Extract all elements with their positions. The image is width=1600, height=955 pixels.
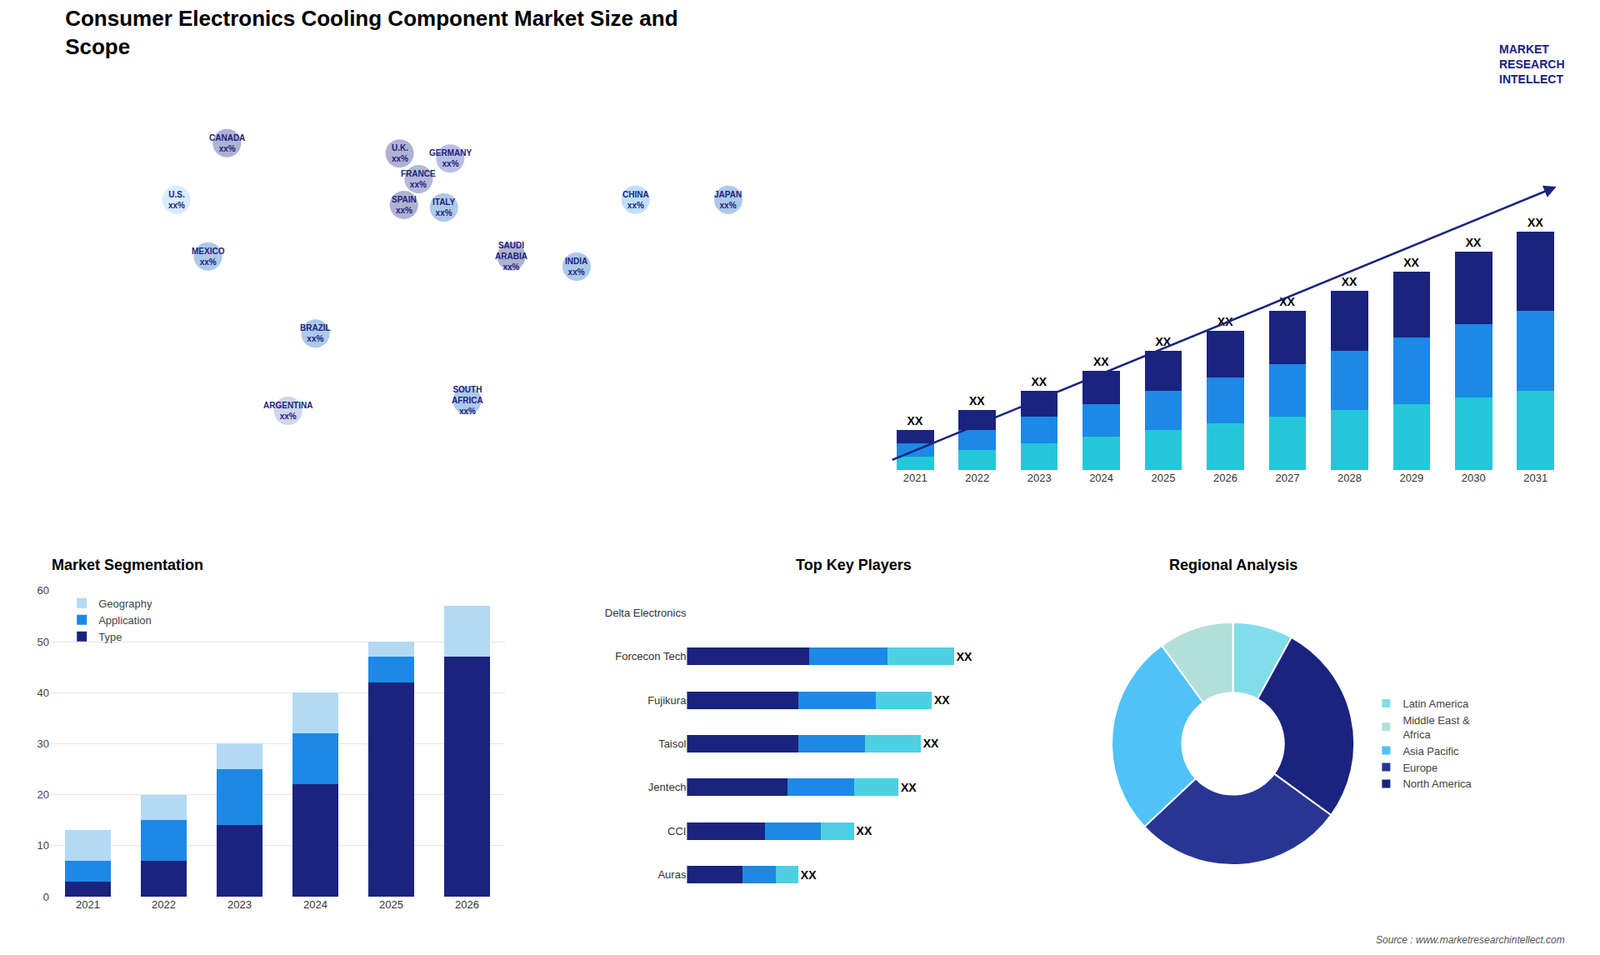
svg-text:Top Key Players: Top Key Players (795, 556, 912, 574)
svg-text:Asia Pacific: Asia Pacific (1402, 745, 1460, 758)
svg-text:CCI: CCI (667, 825, 686, 838)
svg-text:SOUTHAFRICAxx%: SOUTHAFRICAxx% (451, 385, 484, 416)
svg-text:MEXICOxx%: MEXICOxx% (191, 246, 225, 267)
svg-text:XX: XX (956, 650, 973, 664)
svg-text:Regional Analysis: Regional Analysis (1169, 556, 1298, 574)
svg-text:XX: XX (1030, 375, 1047, 389)
svg-text:2026: 2026 (455, 898, 480, 911)
svg-text:2022: 2022 (151, 898, 176, 911)
svg-text:INDIAxx%: INDIAxx% (565, 256, 588, 277)
svg-text:Consumer Electronics Cooling C: Consumer Electronics Cooling Component M… (65, 5, 678, 60)
svg-text:XX: XX (1155, 335, 1171, 349)
svg-text:Fujikura: Fujikura (647, 694, 687, 707)
svg-text:2026: 2026 (1213, 471, 1238, 485)
svg-text:2021: 2021 (75, 898, 100, 911)
svg-text:BRAZILxx%: BRAZILxx% (300, 323, 331, 344)
svg-text:JAPANxx%: JAPANxx% (714, 190, 742, 210)
svg-text:Type: Type (98, 630, 122, 644)
svg-text:XX: XX (923, 736, 940, 750)
svg-text:Geography: Geography (98, 597, 153, 610)
svg-text:2024: 2024 (1089, 471, 1114, 485)
svg-text:Forcecon Tech: Forcecon Tech (615, 650, 686, 663)
svg-text:XX: XX (900, 780, 917, 795)
svg-text:Latin America: Latin America (1402, 697, 1470, 710)
svg-text:SPAINxx%: SPAINxx% (391, 195, 417, 215)
svg-text:XX: XX (934, 693, 950, 707)
svg-text:FRANCExx%: FRANCExx% (400, 169, 436, 190)
svg-text:SAUDIARABIAxx%: SAUDIARABIAxx% (495, 240, 528, 272)
svg-text:CHINAxx%: CHINAxx% (622, 190, 650, 210)
svg-text:XX: XX (1527, 215, 1544, 230)
svg-text:XX: XX (1279, 295, 1295, 309)
svg-text:2021: 2021 (903, 471, 928, 485)
svg-text:2029: 2029 (1399, 471, 1424, 485)
svg-text:2030: 2030 (1461, 471, 1486, 485)
svg-text:XX: XX (1093, 355, 1110, 369)
svg-text:0: 0 (43, 890, 50, 904)
svg-text:2028: 2028 (1337, 471, 1362, 485)
svg-text:30: 30 (37, 737, 50, 750)
svg-text:XX: XX (1465, 235, 1482, 250)
svg-text:CANADAxx%: CANADAxx% (209, 133, 245, 154)
svg-text:XX: XX (800, 868, 817, 882)
svg-text:Auras: Auras (657, 868, 686, 881)
svg-text:XX: XX (1341, 275, 1358, 289)
svg-text:Taisol: Taisol (658, 737, 686, 750)
svg-text:North America: North America (1402, 777, 1472, 790)
svg-text:XX: XX (856, 824, 873, 838)
svg-text:2023: 2023 (227, 898, 252, 911)
svg-text:Source : www.marketresearchint: Source : www.marketresearchintellect.com (1375, 934, 1565, 946)
svg-text:ARGENTINAxx%: ARGENTINAxx% (263, 400, 313, 421)
svg-text:GERMANYxx%: GERMANYxx% (429, 148, 472, 169)
svg-text:2023: 2023 (1027, 471, 1052, 485)
svg-text:2025: 2025 (379, 898, 404, 911)
svg-text:XX: XX (1403, 255, 1420, 270)
svg-text:MARKETRESEARCHINTELLECT: MARKETRESEARCHINTELLECT (1499, 42, 1565, 86)
svg-text:Europe: Europe (1402, 761, 1438, 775)
svg-text:60: 60 (37, 584, 50, 597)
svg-text:2024: 2024 (303, 898, 328, 911)
svg-text:20: 20 (37, 788, 50, 801)
svg-text:Jentech: Jentech (648, 780, 687, 794)
svg-text:Delta Electronics: Delta Electronics (605, 606, 687, 620)
svg-text:Middle East &Africa: Middle East &Africa (1402, 714, 1470, 741)
svg-text:Market Segmentation: Market Segmentation (51, 556, 204, 574)
svg-text:10: 10 (37, 839, 50, 852)
svg-text:2027: 2027 (1275, 471, 1300, 485)
svg-text:U.K.xx%: U.K.xx% (391, 143, 409, 164)
svg-text:2031: 2031 (1523, 471, 1548, 485)
svg-text:50: 50 (37, 635, 50, 649)
svg-text:U.S.xx%: U.S.xx% (168, 190, 185, 210)
svg-text:2022: 2022 (965, 471, 990, 485)
svg-text:40: 40 (37, 686, 50, 700)
svg-text:Application: Application (98, 614, 152, 627)
svg-text:XX: XX (1217, 315, 1234, 329)
svg-text:XX: XX (907, 414, 924, 428)
svg-text:XX: XX (969, 394, 985, 408)
svg-text:ITALYxx%: ITALYxx% (432, 197, 456, 218)
svg-text:2025: 2025 (1151, 471, 1176, 485)
